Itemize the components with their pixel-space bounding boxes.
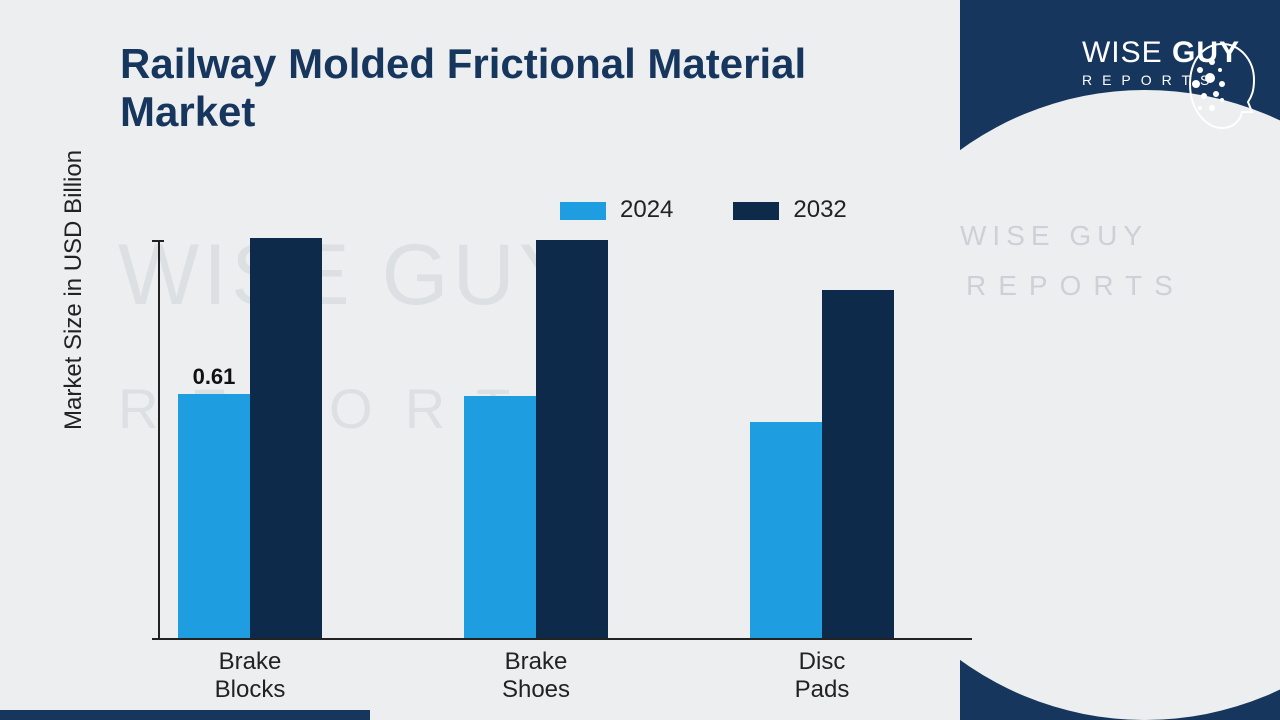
legend-label: 2032 [793,196,846,223]
legend-swatch [733,202,779,220]
bar [536,240,608,638]
bar [822,290,894,638]
legend-swatch [560,202,606,220]
bar [750,422,822,638]
bar [464,396,536,638]
bar-group [178,238,322,638]
bar-group [750,290,894,638]
bar-value-label: 0.61 [168,364,260,390]
axis-tick [152,638,164,640]
category-label: DiscPads [742,648,902,703]
bottom-accent-bar [0,710,370,720]
chart-legend: 2024 2032 [560,196,847,224]
legend-label: 2024 [620,196,673,223]
bar [178,394,250,638]
logo-text-1a: WISE [1082,36,1172,69]
legend-item: 2032 [733,196,846,224]
legend-item: 2024 [560,196,673,224]
category-label: BrakeBlocks [170,648,330,703]
category-label: BrakeShoes [456,648,616,703]
chart-title: Railway Molded Frictional Material Marke… [120,40,880,137]
y-axis-label: Market Size in USD Billion [60,150,88,430]
chart-card: WISE GUY REPORTS WISE GUY REPORTS WISE G… [0,0,1280,720]
x-axis [158,638,972,640]
axis-tick [152,240,164,242]
y-axis [158,240,160,640]
plot-area: 0.61 BrakeBlocksBrakeShoesDiscPads [122,240,972,640]
bar [250,238,322,638]
bar-group [464,240,608,638]
logo-head-icon [1182,40,1258,130]
